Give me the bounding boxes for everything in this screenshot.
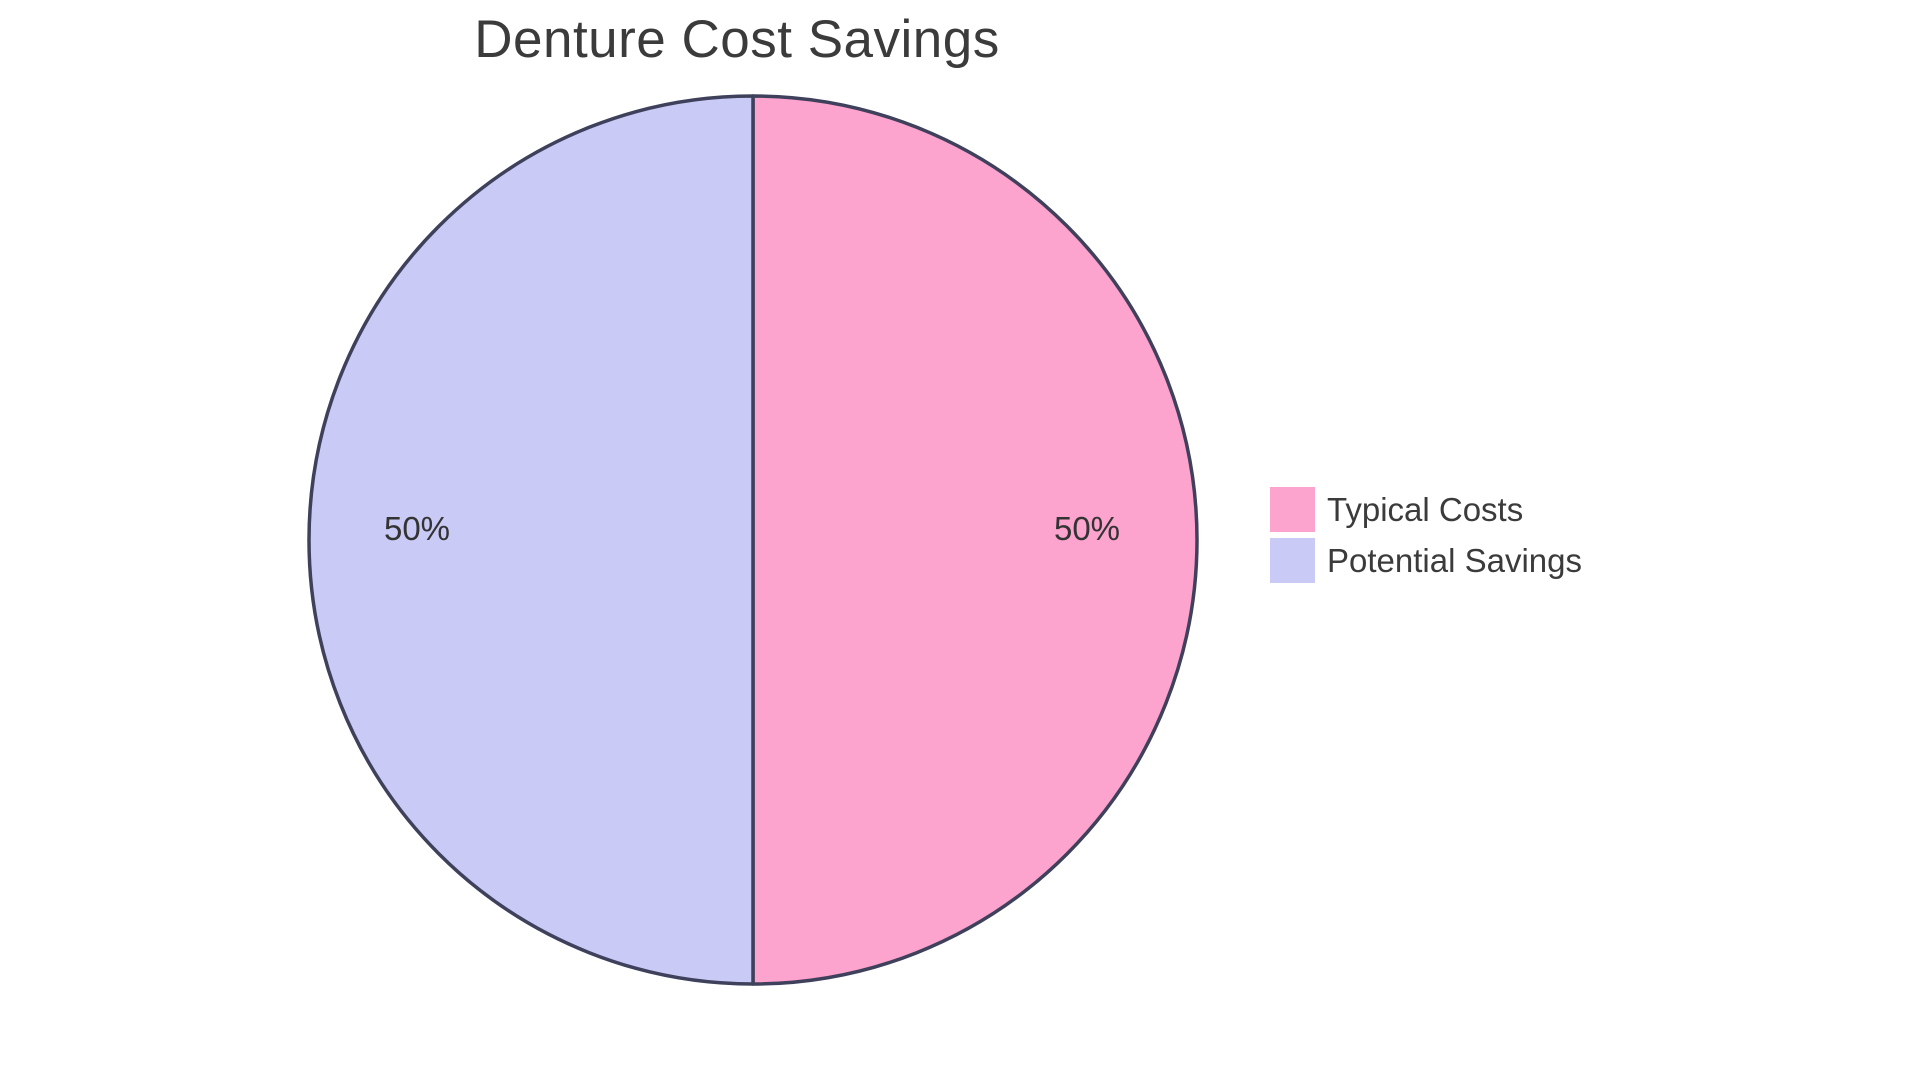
slice-percent-label-potential-savings: 50% bbox=[383, 510, 451, 547]
pie-slice-typical-costs[interactable] bbox=[751, 94, 1199, 986]
legend-swatch-potential-savings bbox=[1270, 538, 1315, 583]
legend-item-potential-savings[interactable]: Potential Savings bbox=[1270, 538, 1582, 583]
legend-label-potential-savings: Potential Savings bbox=[1327, 541, 1582, 579]
legend-swatch-typical-costs bbox=[1270, 487, 1315, 532]
legend-label-typical-costs: Typical Costs bbox=[1327, 490, 1524, 528]
slice-percent-label-typical-costs: 50% bbox=[1053, 510, 1121, 547]
pie-slice-potential-savings[interactable] bbox=[307, 94, 755, 986]
legend-item-typical-costs[interactable]: Typical Costs bbox=[1270, 487, 1582, 532]
legend: Typical Costs Potential Savings bbox=[1270, 487, 1582, 583]
chart-title: Denture Cost Savings bbox=[474, 10, 1000, 69]
